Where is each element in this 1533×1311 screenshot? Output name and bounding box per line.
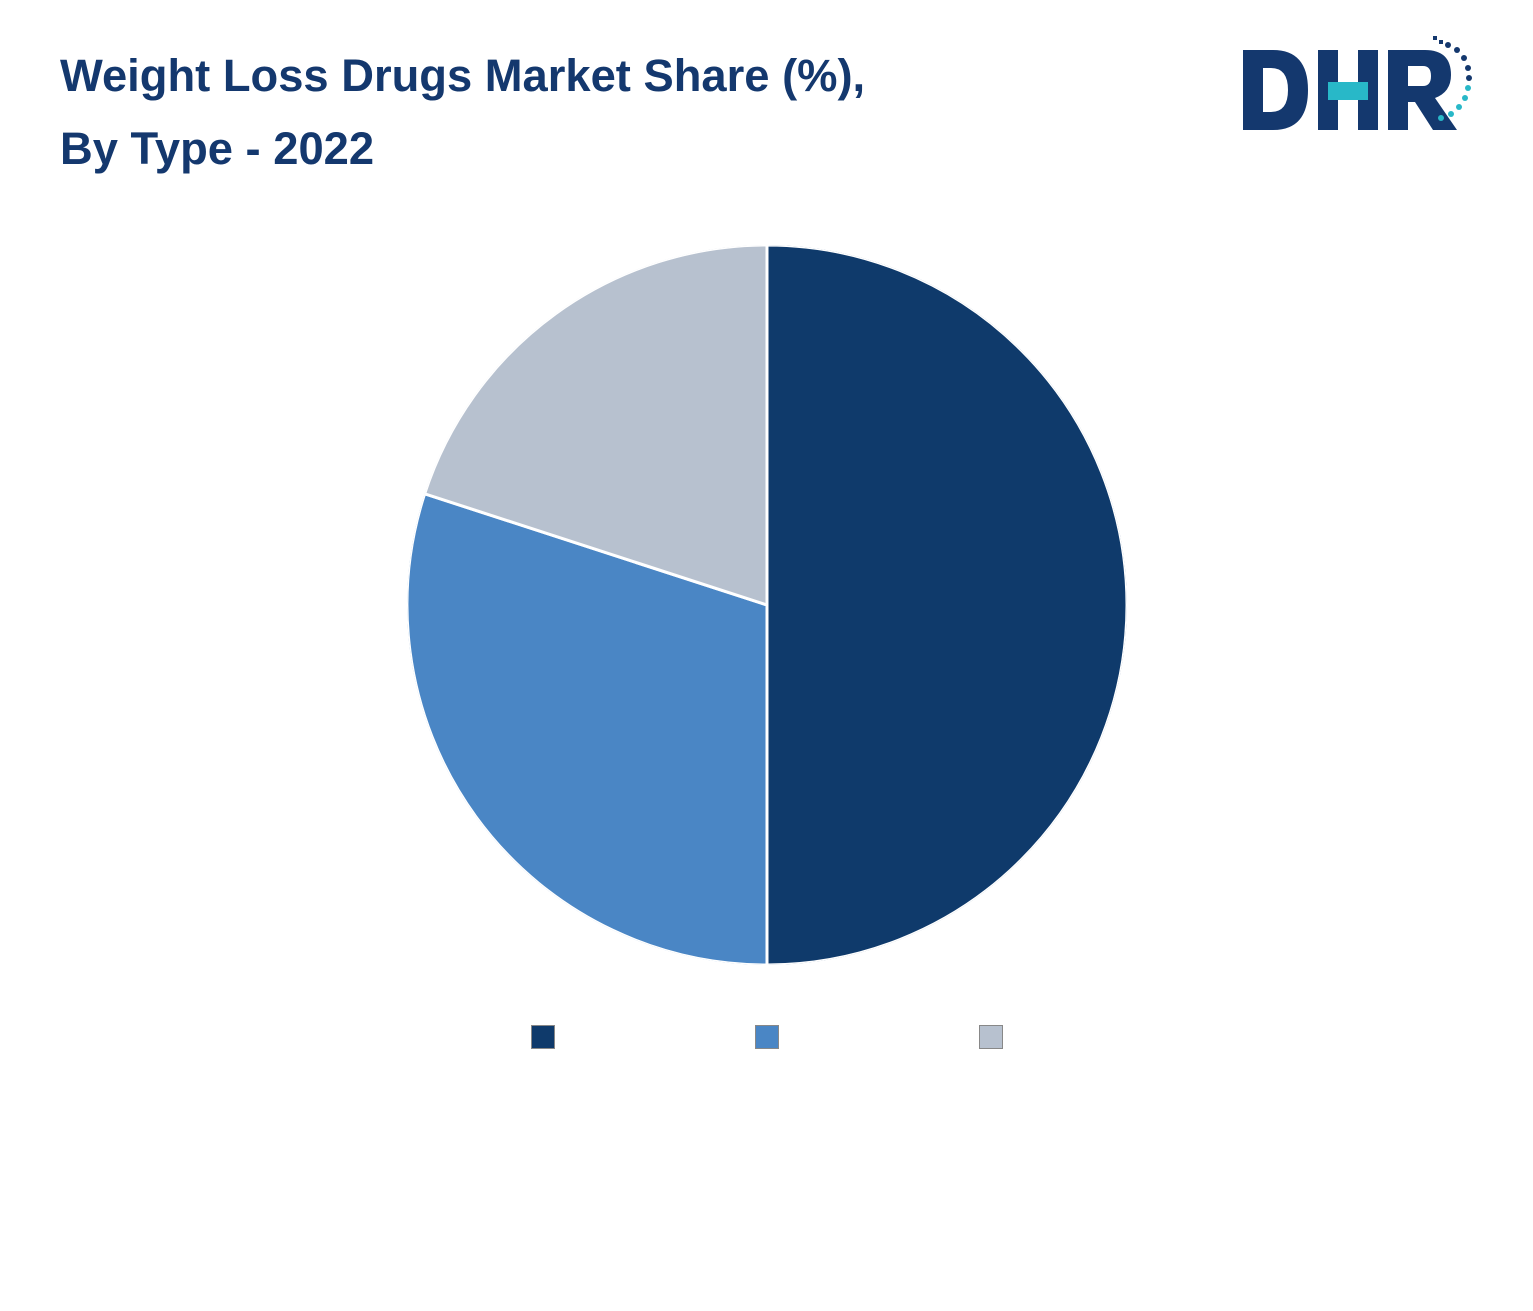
legend-swatch-0 [531, 1025, 555, 1049]
chart-title-block: Weight Loss Drugs Market Share (%), By T… [60, 40, 865, 185]
legend-item-0 [531, 1025, 555, 1049]
legend [60, 1025, 1473, 1049]
legend-swatch-2 [979, 1025, 1003, 1049]
header: Weight Loss Drugs Market Share (%), By T… [60, 40, 1473, 185]
legend-item-2 [979, 1025, 1003, 1049]
legend-swatch-1 [755, 1025, 779, 1049]
dhr-logo [1233, 30, 1473, 155]
dhr-logo-svg [1233, 30, 1473, 150]
chart-title-line1: Weight Loss Drugs Market Share (%), [60, 40, 865, 113]
pie-slice [767, 245, 1127, 965]
chart-area [60, 245, 1473, 965]
pie-chart-wrap [407, 245, 1127, 965]
pie-chart [407, 245, 1127, 965]
chart-title-line2: By Type - 2022 [60, 113, 865, 186]
legend-item-1 [755, 1025, 779, 1049]
